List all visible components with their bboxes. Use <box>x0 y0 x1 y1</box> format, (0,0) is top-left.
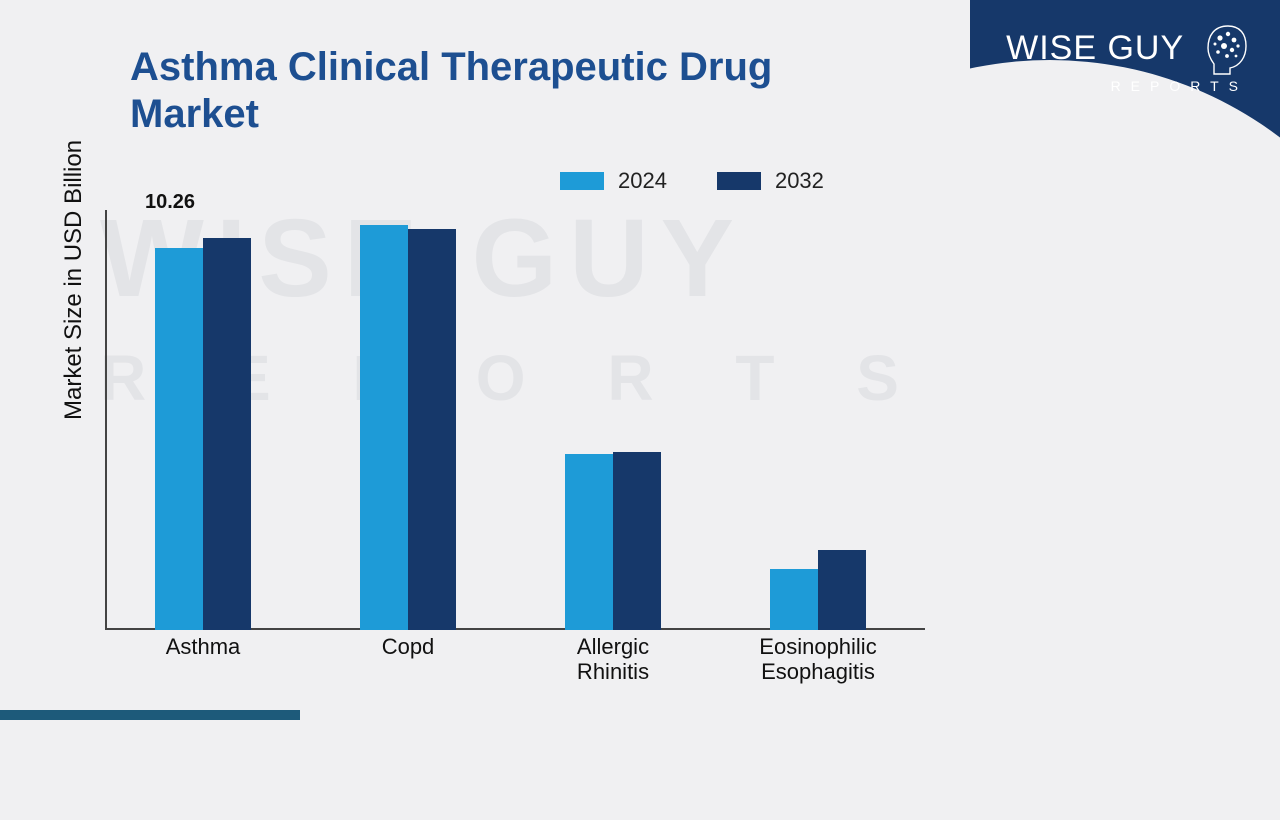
legend-label: 2032 <box>775 168 824 194</box>
legend-swatch <box>560 172 604 190</box>
x-axis-tick-label: AllergicRhinitis <box>577 634 649 685</box>
bar-group <box>770 550 866 630</box>
bar <box>360 225 408 630</box>
brand-name: WISE GUY <box>1006 29 1183 67</box>
legend-swatch <box>717 172 761 190</box>
y-axis-label: Market Size in USD Billion <box>60 140 88 420</box>
head-dots-icon <box>1200 24 1252 76</box>
x-axis-tick-label: Copd <box>382 634 435 659</box>
bar <box>818 550 866 630</box>
brand-sub: REPORTS <box>1006 78 1252 94</box>
bar <box>770 569 818 630</box>
legend-label: 2024 <box>618 168 667 194</box>
x-axis-tick-label: Asthma <box>166 634 241 659</box>
bar <box>408 229 456 630</box>
legend-item: 2024 <box>560 168 667 194</box>
bar <box>613 452 661 630</box>
bar <box>203 238 251 630</box>
x-axis-tick-label: EosinophilicEsophagitis <box>759 634 876 685</box>
bar-value-label: 10.26 <box>145 191 195 214</box>
bar-group <box>360 225 456 630</box>
chart-title: Asthma Clinical Therapeutic Drug Market <box>130 44 890 138</box>
bar-group <box>565 452 661 630</box>
bar-group <box>155 238 251 630</box>
brand-logo: WISE GUY REPORTS <box>1006 24 1252 94</box>
decorative-strip <box>0 710 300 720</box>
bar <box>155 248 203 630</box>
chart-plot: 10.26 <box>105 210 925 630</box>
y-axis <box>105 210 107 630</box>
legend: 2024 2032 <box>560 168 824 194</box>
bar <box>565 454 613 630</box>
legend-item: 2032 <box>717 168 824 194</box>
